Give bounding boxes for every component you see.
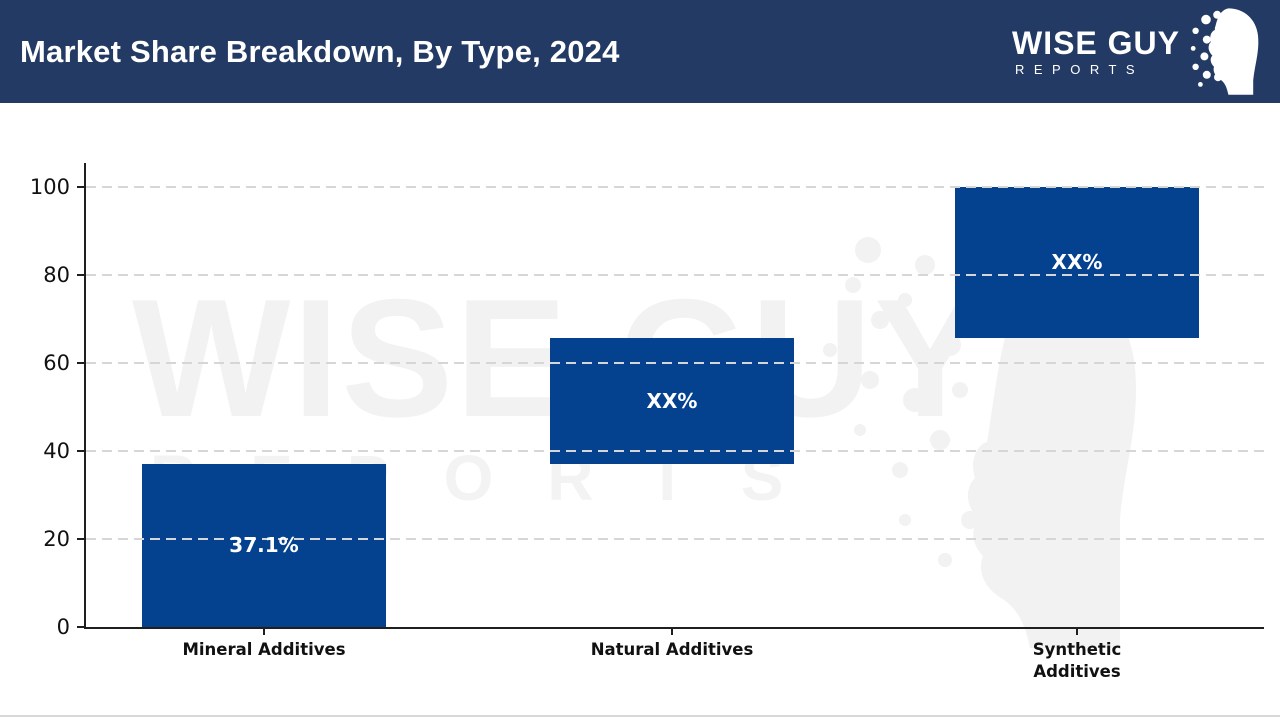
gridline-20 <box>86 538 1264 540</box>
bar-value-label: XX% <box>646 388 698 413</box>
y-axis-tick-label: 100 <box>29 175 70 199</box>
x-axis-tickmark <box>263 627 265 635</box>
header-bar: Market Share Breakdown, By Type, 2024 WI… <box>0 0 1280 103</box>
y-axis-tickmark <box>77 274 85 276</box>
y-axis-tick-label: 20 <box>43 527 70 551</box>
wiseguy-logo-text: WISE GUY REPORTS <box>1012 27 1180 77</box>
bottom-rule <box>0 715 1280 717</box>
page-title: Market Share Breakdown, By Type, 2024 <box>20 33 620 69</box>
watermark-face-icon <box>785 218 1155 652</box>
bar-natural-additives <box>550 337 794 464</box>
wiseguy-logo: WISE GUY REPORTS <box>1012 4 1262 100</box>
y-axis-spine <box>84 163 86 629</box>
gridline-40 <box>86 450 1264 452</box>
y-axis-tick-label: 0 <box>56 615 70 639</box>
bar-mineral-additives <box>142 463 386 627</box>
logo-subtitle: REPORTS <box>1014 61 1145 77</box>
bar-synthetic-additives <box>955 187 1199 338</box>
gridline-100 <box>86 186 1264 188</box>
logo-wordmark: WISE GUY <box>1011 24 1180 61</box>
x-axis-tickmark <box>671 627 673 635</box>
y-axis-tickmark <box>77 362 85 364</box>
gridline-60 <box>86 362 1264 364</box>
bar-value-label: XX% <box>1051 250 1103 275</box>
x-axis-spine <box>84 627 1264 629</box>
x-axis-category-label: Natural Additives <box>590 640 754 659</box>
y-axis-tickmark <box>77 450 85 452</box>
y-axis-tick-label: 60 <box>43 351 70 375</box>
x-axis-tickmark <box>1076 627 1078 635</box>
y-axis-tickmark <box>77 538 85 540</box>
wiseguy-face-logo-icon <box>1182 4 1262 100</box>
x-axis-category-label: Mineral Additives <box>182 640 346 659</box>
x-axis-category-label: Synthetic Additives <box>1032 640 1122 682</box>
y-axis-tickmark <box>77 186 85 188</box>
y-axis-tick-label: 80 <box>43 263 70 287</box>
bar-value-label: 37.1% <box>229 533 299 558</box>
y-axis-tick-label: 40 <box>43 439 70 463</box>
y-axis-tickmark <box>77 626 85 628</box>
gridline-80 <box>86 274 1264 276</box>
